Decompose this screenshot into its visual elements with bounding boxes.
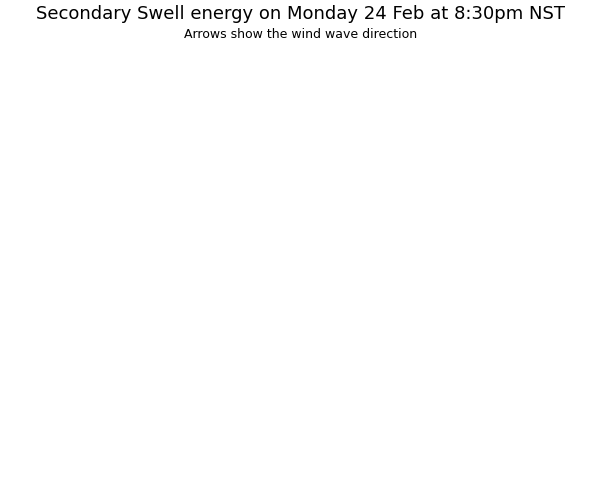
Text: Secondary Swell energy on Monday 24 Feb at 8:30pm NST: Secondary Swell energy on Monday 24 Feb … xyxy=(36,5,565,23)
Text: Arrows show the wind wave direction: Arrows show the wind wave direction xyxy=(184,28,417,41)
Text: cartopy required: cartopy required xyxy=(208,256,393,276)
